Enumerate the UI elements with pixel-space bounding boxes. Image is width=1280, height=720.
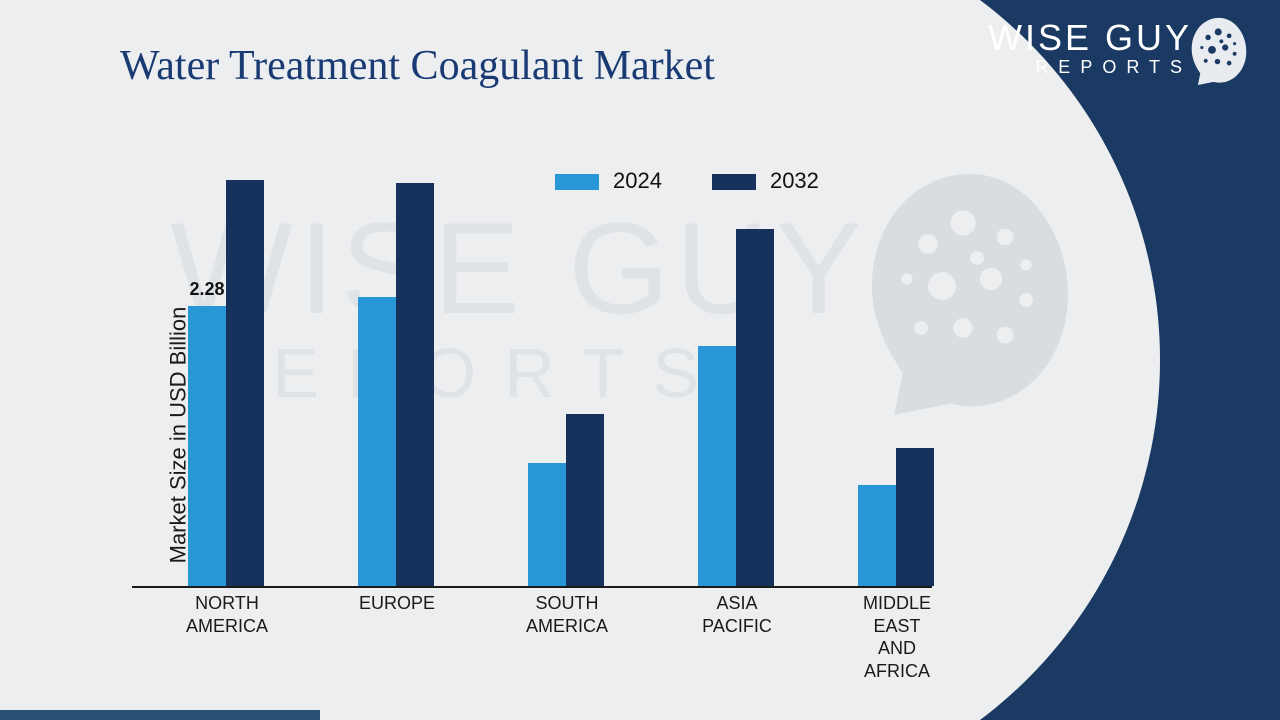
x-axis-category: ASIA PACIFIC: [672, 592, 802, 637]
bar: 2.28: [188, 306, 226, 586]
chart-area: Market Size in USD Billion 2.28 NORTH AM…: [60, 170, 940, 700]
x-axis-category: MIDDLE EAST AND AFRICA: [832, 592, 962, 682]
chart-plot: 2.28: [132, 170, 932, 588]
bar: [566, 414, 604, 586]
logo-line1: WISE GUY: [988, 20, 1192, 56]
bar: [698, 346, 736, 586]
bottom-accent-bar: [0, 710, 320, 720]
bar: [226, 180, 264, 586]
chart-title: Water Treatment Coagulant Market: [120, 42, 715, 90]
x-axis-category: NORTH AMERICA: [162, 592, 292, 637]
x-axis-category: EUROPE: [332, 592, 462, 615]
x-axis-category: SOUTH AMERICA: [502, 592, 632, 637]
bar: [896, 448, 934, 586]
logo-line2: REPORTS: [988, 58, 1192, 76]
bar: [736, 229, 774, 586]
bar-value-label: 2.28: [189, 279, 224, 300]
bar: [396, 183, 434, 586]
infographic-canvas: WISE GUY REPORTS Water Treatment Coagula…: [0, 0, 1280, 720]
bar: [358, 297, 396, 586]
bar: [528, 463, 566, 586]
bar: [858, 485, 896, 586]
brand-logo: WISE GUY REPORTS: [988, 20, 1252, 76]
